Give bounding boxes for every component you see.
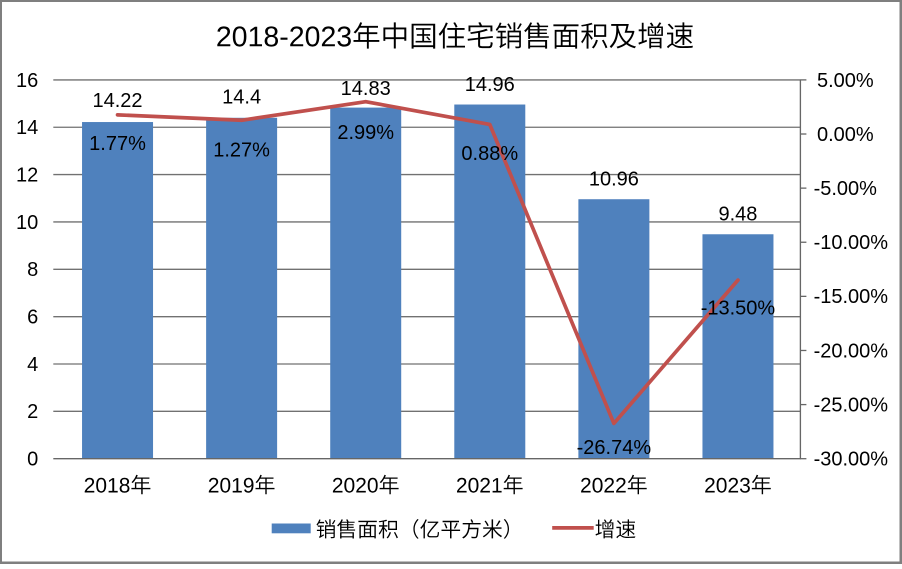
svg-text:6: 6 <box>27 307 38 329</box>
svg-text:12: 12 <box>16 164 38 186</box>
svg-text:-10.00%: -10.00% <box>814 232 889 254</box>
svg-text:-26.74%: -26.74% <box>577 437 652 459</box>
svg-text:-13.50%: -13.50% <box>701 297 776 319</box>
svg-text:-30.00%: -30.00% <box>814 449 889 471</box>
svg-text:14.4: 14.4 <box>222 86 261 108</box>
svg-text:10.96: 10.96 <box>589 169 639 191</box>
svg-text:14.96: 14.96 <box>465 74 515 96</box>
svg-text:16: 16 <box>16 70 38 92</box>
svg-text:-5.00%: -5.00% <box>814 178 878 200</box>
svg-text:5.00%: 5.00% <box>817 70 874 92</box>
svg-text:2.99%: 2.99% <box>337 122 394 144</box>
svg-text:9.48: 9.48 <box>718 203 757 225</box>
svg-text:2: 2 <box>27 401 38 423</box>
svg-text:10: 10 <box>16 212 38 234</box>
svg-text:1.77%: 1.77% <box>89 133 146 155</box>
svg-text:1.27%: 1.27% <box>213 139 270 161</box>
svg-text:0.88%: 0.88% <box>461 143 518 165</box>
svg-text:4: 4 <box>27 354 38 376</box>
svg-text:-25.00%: -25.00% <box>814 394 889 416</box>
svg-text:0: 0 <box>27 449 38 471</box>
svg-text:14: 14 <box>16 117 38 139</box>
svg-text:14.22: 14.22 <box>93 90 143 112</box>
svg-text:-20.00%: -20.00% <box>814 340 889 362</box>
svg-text:0.00%: 0.00% <box>817 124 874 146</box>
svg-text:-15.00%: -15.00% <box>814 286 889 308</box>
svg-text:8: 8 <box>27 259 38 281</box>
svg-text:14.83: 14.83 <box>341 78 391 100</box>
